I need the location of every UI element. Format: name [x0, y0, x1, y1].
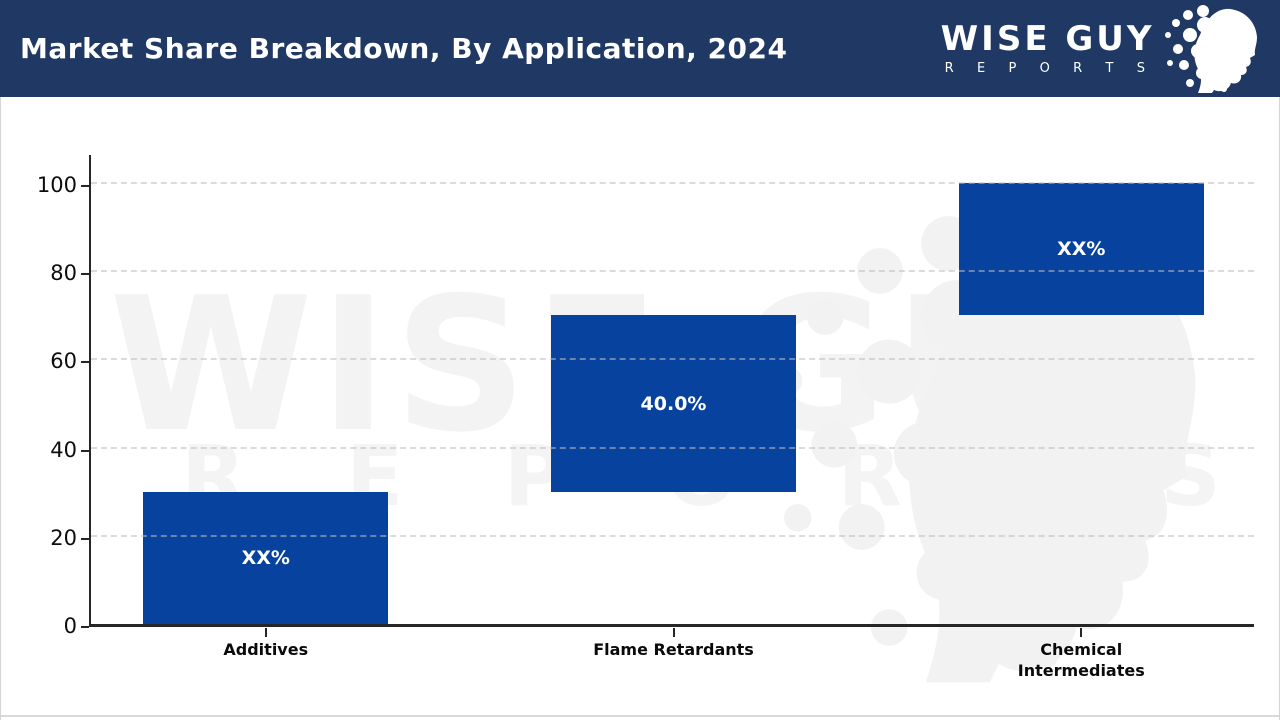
bottom-divider [1, 715, 1279, 717]
x-tick-2 [672, 628, 675, 637]
bar-value-label: 40.0% [640, 392, 707, 415]
y-tick-label-40: 40 [50, 437, 77, 462]
y-tick-label-20: 20 [50, 525, 77, 550]
x-tick-1 [264, 628, 267, 637]
y-tick-80 [81, 273, 89, 276]
gridline-80 [91, 270, 1254, 273]
page-title: Market Share Breakdown, By Application, … [20, 32, 788, 65]
gridline-60 [91, 358, 1254, 361]
y-tick-label-0: 0 [63, 614, 77, 638]
y-tick-0 [81, 626, 89, 628]
bar-value-label: XX% [1057, 238, 1106, 261]
x-tick-3 [1080, 628, 1083, 637]
bar-additives: XX% [143, 491, 389, 624]
y-tick-20 [81, 537, 89, 540]
y-tick-100 [81, 185, 89, 187]
wise-guy-reports-logo: WISE GUY R E P O R T S [941, 4, 1260, 93]
gridline-40 [91, 446, 1254, 449]
y-tick-label-100: 100 [36, 173, 77, 197]
x-category-label: Chemical Intermediates [1017, 640, 1145, 680]
header-bar: Market Share Breakdown, By Application, … [0, 0, 1280, 97]
y-tick-label-60: 60 [50, 349, 77, 374]
y-tick-40 [81, 449, 89, 452]
bar-chemical-intermediates: XX% [958, 183, 1204, 316]
logo-subtitle: R E P O R T S [944, 61, 1156, 76]
x-category-label: Flame Retardants [593, 640, 754, 659]
plot-axes: XX% 40.0% XX% [89, 155, 1254, 627]
gridline-100 [91, 182, 1254, 184]
logo-text: WISE GUY R E P O R T S [941, 22, 1156, 75]
logo-face-icon [1165, 4, 1257, 93]
logo-wordmark: WISE GUY [940, 19, 1155, 59]
bar-flame-retardants: 40.0% [551, 315, 796, 492]
bar-value-label: XX% [241, 546, 290, 569]
y-tick-60 [81, 361, 89, 364]
plot-area: XX% 40.0% XX% [91, 182, 1254, 624]
gridline-20 [91, 534, 1254, 537]
y-tick-label-80: 80 [50, 261, 77, 286]
x-category-label: Additives [223, 640, 309, 659]
chart-canvas: WISE GUY R E P O R T S XX%40.0%XX% 02040… [0, 97, 1280, 720]
